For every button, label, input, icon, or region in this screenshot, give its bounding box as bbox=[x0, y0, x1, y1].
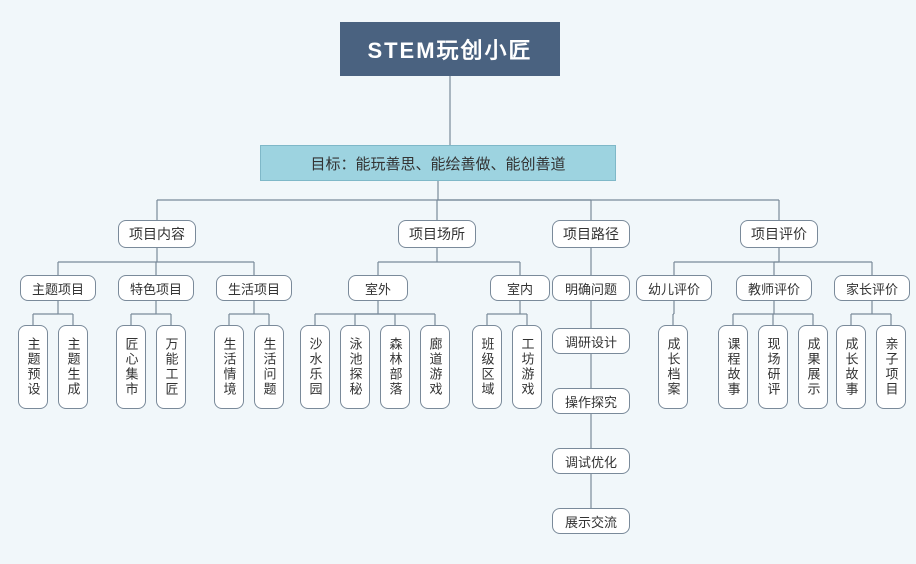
leaf: 森林部落 bbox=[380, 325, 410, 409]
sub-theme: 主题项目 bbox=[20, 275, 96, 301]
leaf: 廊道游戏 bbox=[420, 325, 450, 409]
chain-step: 展示交流 bbox=[552, 508, 630, 534]
leaf: 万能工匠 bbox=[156, 325, 186, 409]
goal-node: 目标：能玩善思、能绘善做、能创善道 bbox=[260, 145, 616, 181]
cat-eval: 项目评价 bbox=[740, 220, 818, 248]
leaf: 班级区域 bbox=[472, 325, 502, 409]
cat-content: 项目内容 bbox=[118, 220, 196, 248]
leaf: 匠心集市 bbox=[116, 325, 146, 409]
chain-step: 操作探究 bbox=[552, 388, 630, 414]
sub-child-eval: 幼儿评价 bbox=[636, 275, 712, 301]
leaf: 生活问题 bbox=[254, 325, 284, 409]
leaf: 沙水乐园 bbox=[300, 325, 330, 409]
root-node: STEM玩创小匠 bbox=[340, 22, 560, 76]
sub-identify: 明确问题 bbox=[552, 275, 630, 301]
chain-step: 调研设计 bbox=[552, 328, 630, 354]
leaf: 成长故事 bbox=[836, 325, 866, 409]
cat-path: 项目路径 bbox=[552, 220, 630, 248]
sub-feature: 特色项目 bbox=[118, 275, 194, 301]
leaf: 成果展示 bbox=[798, 325, 828, 409]
leaf: 工坊游戏 bbox=[512, 325, 542, 409]
leaf: 生活情境 bbox=[214, 325, 244, 409]
sub-parent-eval: 家长评价 bbox=[834, 275, 910, 301]
sub-outdoor: 室外 bbox=[348, 275, 408, 301]
chain-step: 调试优化 bbox=[552, 448, 630, 474]
sub-teacher-eval: 教师评价 bbox=[736, 275, 812, 301]
leaf: 泳池探秘 bbox=[340, 325, 370, 409]
leaf: 主题生成 bbox=[58, 325, 88, 409]
leaf: 成长档案 bbox=[658, 325, 688, 409]
leaf: 主题预设 bbox=[18, 325, 48, 409]
leaf: 课程故事 bbox=[718, 325, 748, 409]
leaf: 现场研评 bbox=[758, 325, 788, 409]
sub-indoor: 室内 bbox=[490, 275, 550, 301]
cat-place: 项目场所 bbox=[398, 220, 476, 248]
sub-life: 生活项目 bbox=[216, 275, 292, 301]
leaf: 亲子项目 bbox=[876, 325, 906, 409]
